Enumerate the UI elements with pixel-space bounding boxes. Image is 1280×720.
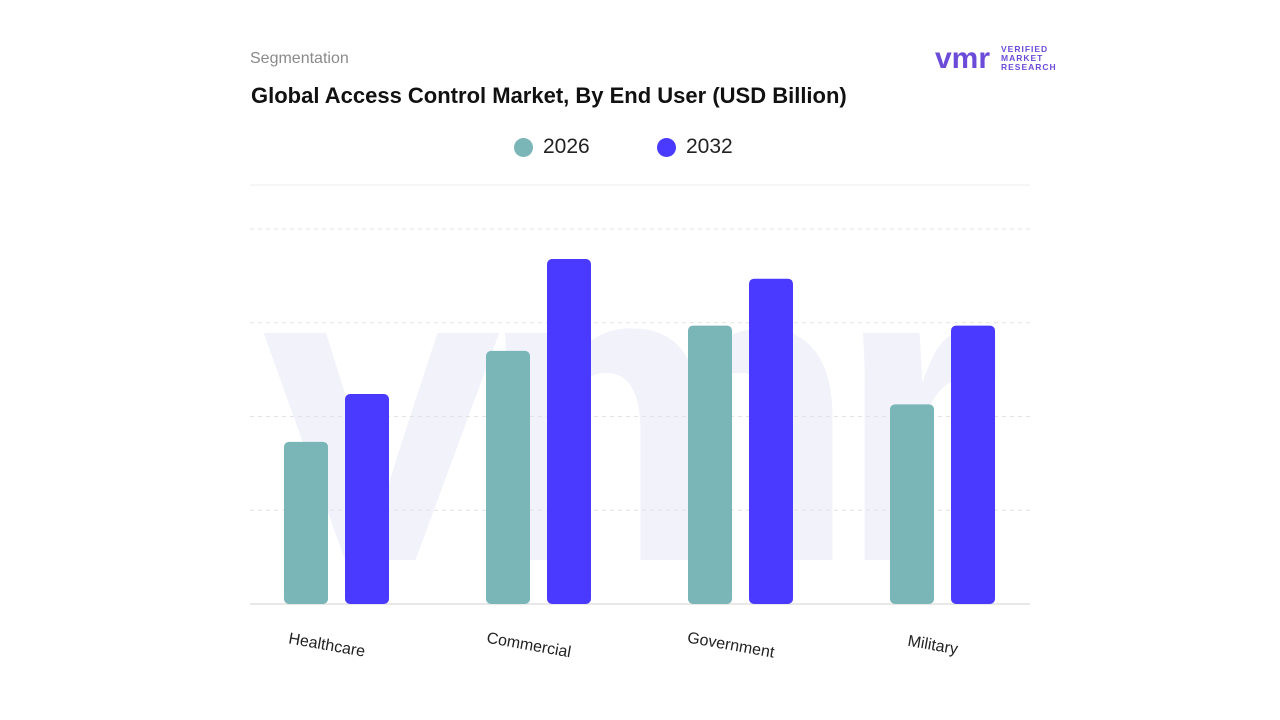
legend-swatch-2026 — [514, 137, 533, 157]
bar-2032-government — [749, 278, 793, 604]
chart-title: Global Access Control Market, By End Use… — [251, 83, 847, 108]
bar-2026-healthcare — [284, 441, 328, 604]
bar-2026-military — [890, 404, 934, 604]
legend-item-2026: 2026 — [514, 135, 657, 159]
section-label: Segmentation — [250, 50, 349, 67]
brand-logo: vmr VERIFIED MARKET RESEARCH — [935, 44, 1063, 72]
legend: 2026 2032 — [514, 135, 800, 159]
logo-text: VERIFIED MARKET RESEARCH — [1001, 43, 1057, 72]
bar-2032-healthcare — [345, 394, 389, 604]
svg-text:vmr: vmr — [935, 44, 990, 72]
bar-2032-military — [951, 325, 995, 604]
vmr-logo-icon: vmr — [935, 44, 990, 72]
bar-2032-commercial — [547, 259, 591, 604]
legend-item-2032: 2032 — [657, 135, 800, 159]
legend-swatch-2032 — [657, 137, 676, 157]
legend-label: 2032 — [686, 135, 733, 158]
bar-2026-government — [688, 325, 732, 604]
bar-2026-commercial — [486, 350, 530, 604]
legend-label: 2026 — [543, 135, 590, 158]
